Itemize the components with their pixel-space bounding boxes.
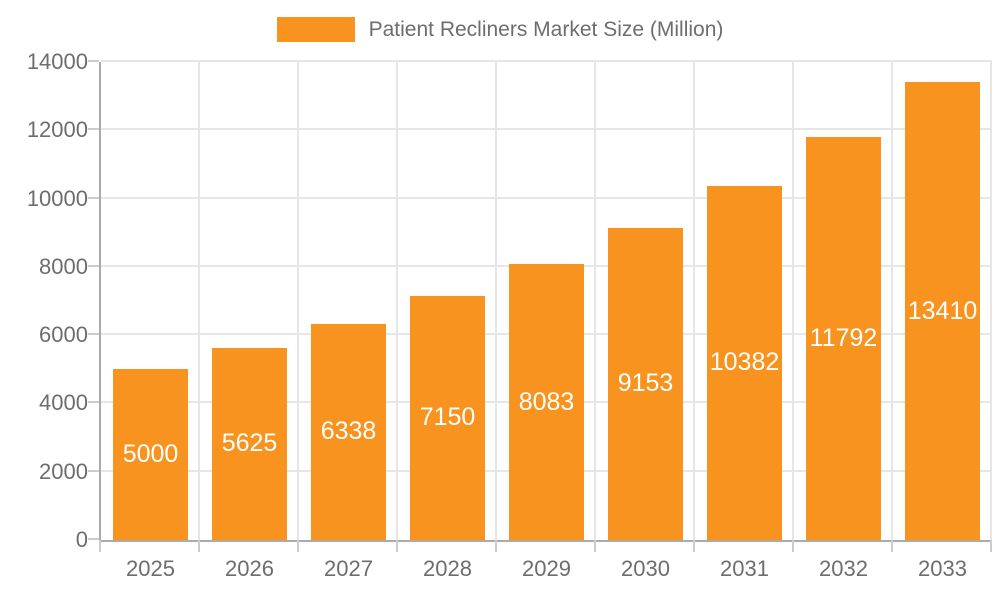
x-tick-label: 2032 xyxy=(819,556,868,581)
bar-2029[interactable]: 8083 xyxy=(509,264,584,540)
y-tick xyxy=(88,333,99,336)
y-tick xyxy=(88,469,99,472)
bar-value-label: 11792 xyxy=(809,324,878,353)
bar-2031[interactable]: 10382 xyxy=(707,185,782,540)
v-gridline xyxy=(693,62,695,540)
x-tick-label: 2031 xyxy=(720,556,769,581)
x-tick-label: 2033 xyxy=(918,556,967,581)
bar-2030[interactable]: 9153 xyxy=(608,227,683,540)
v-gridline xyxy=(792,62,794,540)
y-tick-label: 10000 xyxy=(26,185,88,211)
y-tick-label: 4000 xyxy=(39,390,88,416)
y-tick xyxy=(88,128,99,131)
h-gridline xyxy=(101,128,992,131)
h-gridline xyxy=(101,196,992,199)
v-gridline xyxy=(594,62,596,540)
v-gridline xyxy=(396,62,398,540)
y-tick-label: 8000 xyxy=(39,253,88,279)
bar-value-label: 13410 xyxy=(907,296,978,325)
x-tick-label: 2029 xyxy=(522,556,571,581)
legend[interactable]: Patient Recliners Market Size (Million) xyxy=(0,17,1000,42)
h-gridline xyxy=(101,60,992,62)
bar-2032[interactable]: 11792 xyxy=(806,137,881,540)
bar-value-label: 5000 xyxy=(122,440,179,469)
bar-2028[interactable]: 7150 xyxy=(410,295,485,540)
v-gridline xyxy=(198,62,200,540)
v-gridline xyxy=(495,62,497,540)
x-tick xyxy=(792,540,794,552)
bar-value-label: 7150 xyxy=(419,403,476,432)
x-tick xyxy=(594,540,596,552)
v-gridline xyxy=(891,62,893,540)
y-tick-label: 0 xyxy=(75,527,88,552)
bar-value-label: 10382 xyxy=(709,348,780,377)
y-tick xyxy=(88,196,99,199)
x-tick xyxy=(495,540,497,552)
y-tick-label: 14000 xyxy=(26,49,88,74)
x-tick-label: 2025 xyxy=(126,556,175,581)
y-tick xyxy=(88,401,99,404)
y-tick xyxy=(88,538,99,540)
y-tick-label: 6000 xyxy=(39,322,88,348)
x-tick-label: 2027 xyxy=(324,556,373,581)
x-tick xyxy=(396,540,398,552)
y-tick xyxy=(88,60,99,62)
bar-2025[interactable]: 5000 xyxy=(113,369,188,540)
x-axis-line xyxy=(99,540,992,542)
bar-value-label: 9153 xyxy=(617,369,674,398)
bar-value-label: 8083 xyxy=(518,387,575,416)
x-tick xyxy=(990,540,992,552)
legend-label: Patient Recliners Market Size (Million) xyxy=(368,17,724,41)
v-gridline xyxy=(990,62,992,540)
legend-swatch xyxy=(276,17,355,42)
x-tick xyxy=(891,540,893,552)
x-tick xyxy=(99,540,101,552)
x-tick xyxy=(297,540,299,552)
bar-2026[interactable]: 5625 xyxy=(212,347,287,540)
y-tick xyxy=(88,264,99,267)
bar-2033[interactable]: 13410 xyxy=(905,82,980,540)
y-tick-label: 12000 xyxy=(26,117,88,143)
x-tick xyxy=(198,540,200,552)
y-tick-label: 2000 xyxy=(39,458,88,484)
y-axis-line xyxy=(99,62,101,540)
x-tick-label: 2026 xyxy=(225,556,274,581)
x-tick-label: 2028 xyxy=(423,556,472,581)
x-tick xyxy=(693,540,695,552)
bar-value-label: 6338 xyxy=(320,417,377,446)
bar-value-label: 5625 xyxy=(221,429,278,458)
v-gridline xyxy=(297,62,299,540)
bar-2027[interactable]: 6338 xyxy=(311,323,386,540)
x-tick-label: 2030 xyxy=(621,556,670,581)
plot-area: 5000 5625 6338 7150 8083 9153 10382 11792 13410 xyxy=(99,60,992,542)
